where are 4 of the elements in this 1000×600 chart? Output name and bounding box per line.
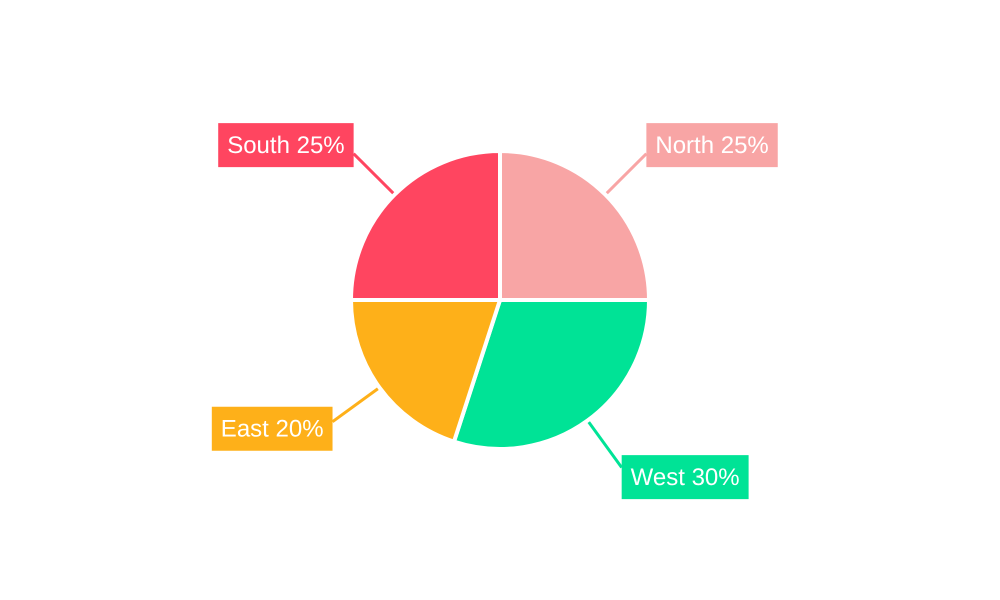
slice-label: South 25% <box>227 132 345 159</box>
slice-label: East 20% <box>220 415 324 442</box>
slice-label: West 30% <box>630 464 740 491</box>
slice-label: North 25% <box>655 132 769 159</box>
